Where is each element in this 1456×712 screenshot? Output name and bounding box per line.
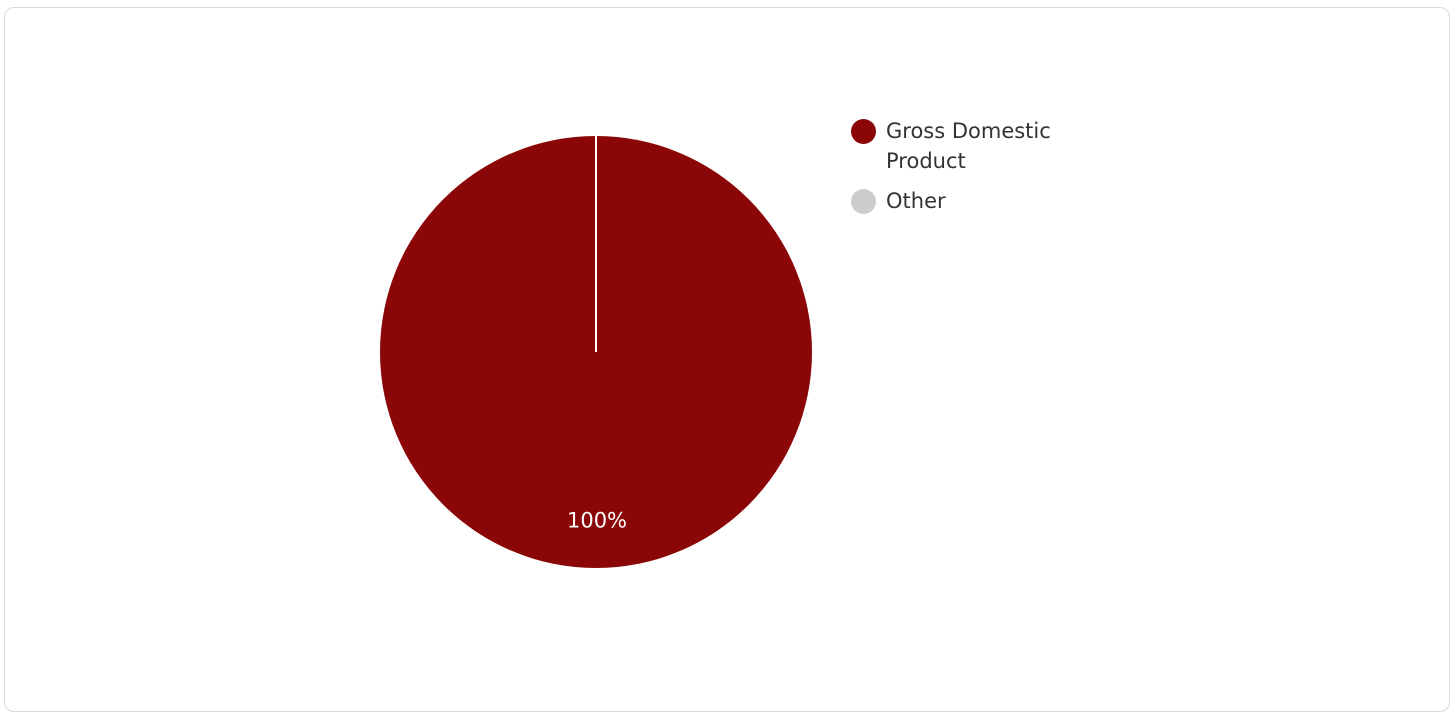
legend-label-gross-domestic-product: Gross Domestic Product: [886, 119, 1051, 173]
legend-swatch-gross-domestic-product: [851, 119, 876, 144]
legend-item-gross-domestic-product[interactable]: Gross Domestic Product: [851, 116, 1111, 176]
legend-label-other: Other: [886, 189, 946, 213]
legend: Gross Domestic Product Other: [851, 116, 1111, 226]
pie-slices: [380, 136, 812, 568]
legend-swatch-other: [851, 189, 876, 214]
pie-data-label-gross-domestic-product: 100%: [567, 508, 627, 532]
pie-data-labels: 100%: [567, 508, 627, 532]
legend-item-other[interactable]: Other: [851, 186, 1111, 216]
